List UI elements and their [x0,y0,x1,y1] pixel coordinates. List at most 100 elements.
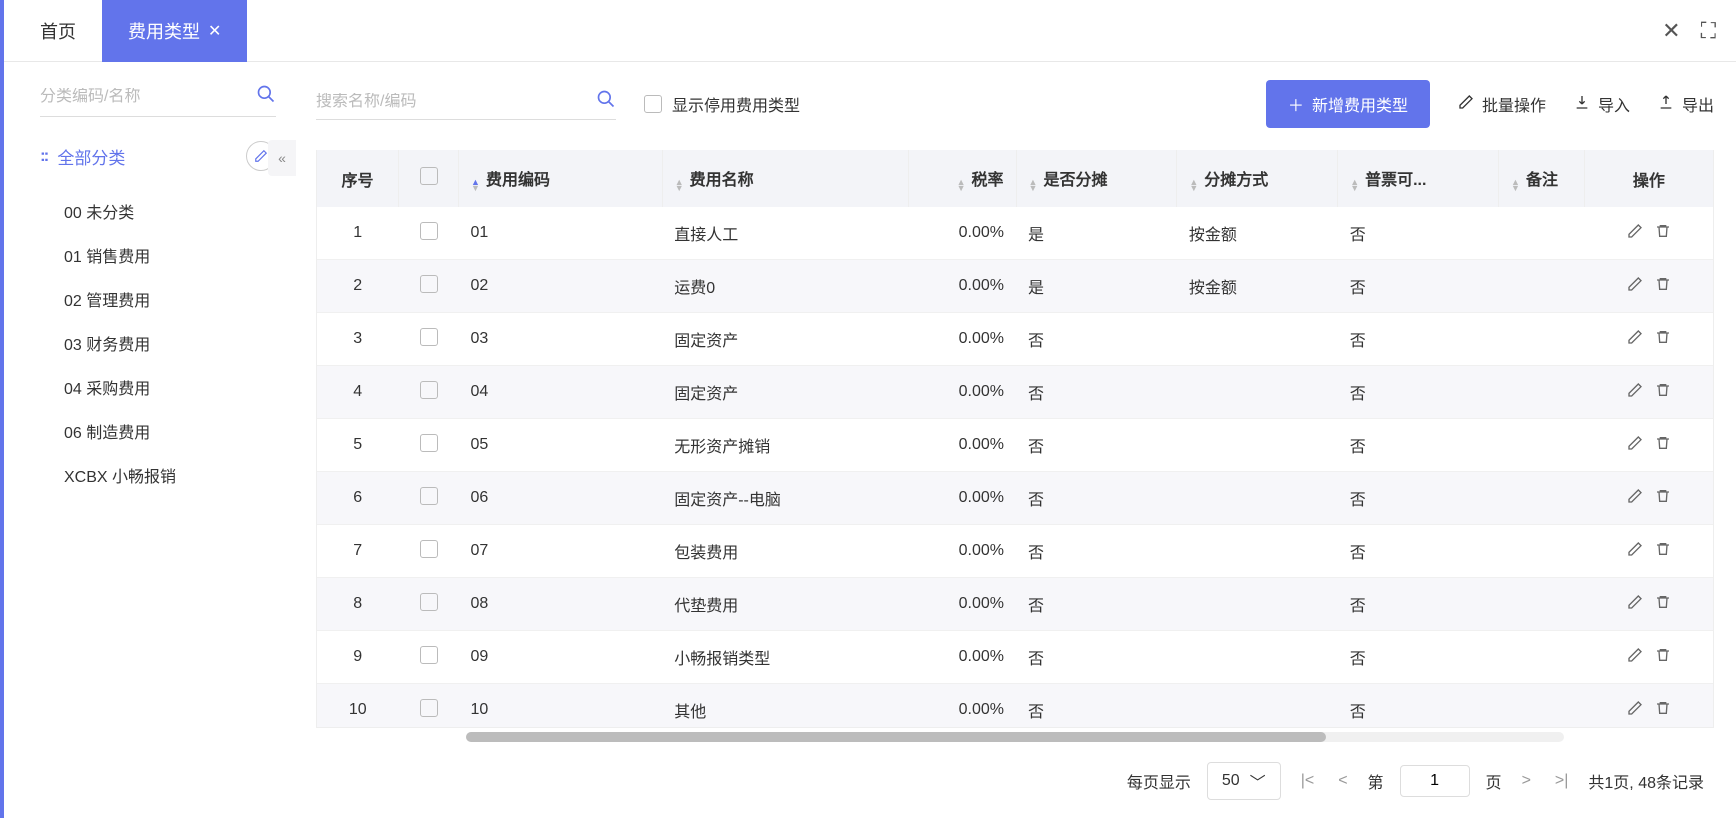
delete-icon[interactable] [1655,491,1671,508]
th-method[interactable]: ▲▼分摊方式 [1177,150,1338,207]
th-code[interactable]: ▲▼费用编码 [459,150,663,207]
edit-icon[interactable] [1627,438,1643,455]
last-page-button[interactable]: >| [1551,772,1573,790]
cell-method [1177,472,1338,525]
collapse-sidebar-button[interactable]: « [268,140,296,176]
edit-icon[interactable] [1627,650,1643,667]
table-row: 202运费00.00%是按金额否 [317,260,1713,313]
cell-rate: 0.00% [909,631,1016,684]
cell-name: 固定资产 [662,313,909,366]
delete-icon[interactable] [1655,279,1671,296]
cell-checkbox[interactable] [398,631,458,684]
cell-remark [1499,207,1585,260]
cell-checkbox[interactable] [398,260,458,313]
delete-icon[interactable] [1655,332,1671,349]
fullscreen-icon[interactable]: ⛶ [1701,18,1716,44]
cell-checkbox[interactable] [398,366,458,419]
cell-seq: 9 [317,631,398,684]
edit-icon[interactable] [1627,332,1643,349]
th-rate[interactable]: ▲▼税率 [909,150,1016,207]
search-icon[interactable] [596,89,616,115]
th-remark[interactable]: ▲▼备注 [1499,150,1585,207]
cell-method [1177,313,1338,366]
cell-code: 01 [459,207,663,260]
all-categories[interactable]: :: 全部分类 [40,141,276,171]
show-disabled-checkbox[interactable]: 显示停用费用类型 [644,92,800,116]
delete-icon[interactable] [1655,703,1671,720]
grip-icon: :: [40,146,47,166]
show-disabled-label: 显示停用费用类型 [672,92,800,116]
cell-checkbox[interactable] [398,419,458,472]
import-button[interactable]: 导入 [1574,92,1630,116]
cell-remark [1499,260,1585,313]
toolbar: 显示停用费用类型 ＋ 新增费用类型 批量操作 导入 导出 [316,80,1714,128]
cell-seq: 8 [317,578,398,631]
sidebar-item[interactable]: 06 制造费用 [40,409,276,453]
add-button[interactable]: ＋ 新增费用类型 [1266,80,1430,128]
delete-icon[interactable] [1655,544,1671,561]
edit-icon[interactable] [1627,597,1643,614]
delete-icon[interactable] [1655,650,1671,667]
cell-method [1177,525,1338,578]
edit-icon[interactable] [1627,703,1643,720]
export-icon [1658,94,1674,115]
th-seq[interactable]: 序号 [317,150,398,207]
cell-remark [1499,419,1585,472]
delete-icon[interactable] [1655,597,1671,614]
th-checkbox[interactable] [398,150,458,207]
th-share[interactable]: ▲▼是否分摊 [1016,150,1177,207]
edit-icon[interactable] [1627,279,1643,296]
page-input[interactable] [1415,772,1455,790]
cell-name: 运费0 [662,260,909,313]
per-page-select[interactable]: 50 ﹀ [1207,762,1281,800]
cell-checkbox[interactable] [398,207,458,260]
cell-checkbox[interactable] [398,525,458,578]
page-suffix: 页 [1486,769,1502,793]
sidebar-item[interactable]: 01 销售费用 [40,233,276,277]
content-search-input[interactable] [316,93,596,111]
cell-checkbox[interactable] [398,472,458,525]
th-name[interactable]: ▲▼费用名称 [662,150,909,207]
add-button-label: 新增费用类型 [1312,92,1408,116]
sidebar-item[interactable]: 04 采购费用 [40,365,276,409]
sidebar-item[interactable]: 03 财务费用 [40,321,276,365]
delete-icon[interactable] [1655,385,1671,402]
cell-checkbox[interactable] [398,313,458,366]
cell-ops [1584,631,1713,684]
delete-icon[interactable] [1655,226,1671,243]
cell-share: 否 [1016,313,1177,366]
per-page-value: 50 [1222,772,1240,790]
search-icon[interactable] [256,84,276,110]
edit-icon[interactable] [1627,491,1643,508]
close-all-icon[interactable]: ✕ [1662,18,1680,44]
cell-method [1177,578,1338,631]
cell-seq: 10 [317,684,398,729]
tab-home-label: 首页 [40,18,76,44]
table-row: 808代垫费用0.00%否否 [317,578,1713,631]
horizontal-scrollbar[interactable] [316,730,1714,744]
cell-checkbox[interactable] [398,684,458,729]
edit-icon[interactable] [1627,544,1643,561]
delete-icon[interactable] [1655,438,1671,455]
sidebar-item[interactable]: XCBX 小畅报销 [40,453,276,497]
th-ops: 操作 [1584,150,1713,207]
export-button[interactable]: 导出 [1658,92,1714,116]
sidebar-search-input[interactable] [40,88,256,106]
table-row: 404固定资产0.00%否否 [317,366,1713,419]
sidebar-item[interactable]: 00 未分类 [40,189,276,233]
batch-button[interactable]: 批量操作 [1458,92,1546,116]
edit-icon[interactable] [1627,385,1643,402]
tab-expense-type[interactable]: 费用类型 ✕ [102,0,247,62]
close-icon[interactable]: ✕ [208,21,221,41]
next-page-button[interactable]: > [1518,772,1535,790]
th-ticket[interactable]: ▲▼普票可... [1338,150,1499,207]
first-page-button[interactable]: |< [1297,772,1319,790]
tab-home[interactable]: 首页 [14,0,102,62]
prev-page-button[interactable]: < [1334,772,1351,790]
cell-ticket: 否 [1338,260,1499,313]
edit-icon[interactable] [1627,226,1643,243]
table-header-row: 序号 ▲▼费用编码 ▲▼费用名称 ▲▼税率 ▲▼是否分摊 ▲▼分摊方式 ▲▼普票… [317,150,1713,207]
cell-checkbox[interactable] [398,578,458,631]
cell-ops [1584,207,1713,260]
sidebar-item[interactable]: 02 管理费用 [40,277,276,321]
